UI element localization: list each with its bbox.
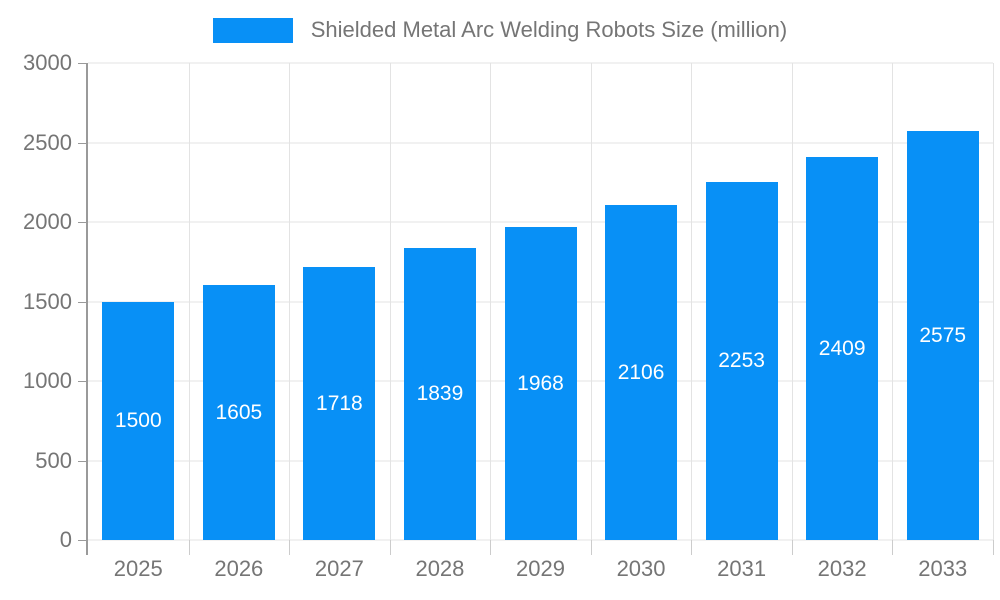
bar-value-label: 2253 — [718, 349, 765, 373]
y-axis-tick — [78, 222, 88, 223]
bar-value-label: 2106 — [617, 361, 665, 385]
bar[interactable]: 2253 — [705, 181, 778, 540]
x-axis-label: 2032 — [817, 556, 867, 581]
y-axis-tick — [78, 63, 88, 64]
bar-value-label: 1839 — [416, 382, 464, 406]
x-axis-label: 2028 — [415, 556, 465, 581]
plot-area: 1500 1605 1718 1839 1968 2106 2253 2409 2575 — [88, 62, 994, 541]
legend-swatch — [212, 17, 293, 43]
x-gridline — [791, 63, 793, 540]
x-axis-tick — [892, 540, 894, 555]
y-gridline — [88, 62, 993, 64]
x-axis-label: 2030 — [616, 556, 666, 581]
x-axis-label: 2027 — [314, 556, 364, 581]
legend-label: Shielded Metal Arc Welding Robots Size (… — [310, 17, 788, 42]
bar-value-label: 1605 — [215, 400, 263, 424]
x-axis-tick — [389, 540, 391, 555]
y-gridline — [88, 539, 993, 541]
x-axis-tick — [188, 540, 190, 555]
y-axis-tick — [78, 381, 88, 382]
bar-value-label: 1718 — [316, 391, 363, 415]
x-gridline — [188, 63, 190, 540]
y-axis-line — [86, 63, 88, 555]
y-axis-label: 500 — [35, 447, 72, 473]
x-gridline — [993, 63, 994, 540]
x-axis-tick — [791, 540, 793, 555]
x-axis-tick — [490, 540, 492, 555]
x-gridline — [691, 63, 693, 540]
x-axis-label: 2026 — [214, 556, 264, 581]
bar-value-label: 1500 — [114, 409, 162, 433]
x-axis-tick — [590, 540, 592, 555]
y-axis-label: 1500 — [23, 288, 72, 314]
x-gridline — [490, 63, 492, 540]
x-axis-tick — [993, 540, 994, 555]
y-axis-tick — [78, 460, 88, 462]
y-axis-label: 3000 — [23, 50, 72, 75]
bar[interactable]: 1718 — [303, 266, 376, 540]
y-axis-tick — [78, 540, 88, 541]
x-axis-tick — [289, 540, 291, 555]
x-axis-label: 2033 — [918, 556, 968, 581]
y-axis-label: 2000 — [23, 209, 72, 235]
y-axis-label: 0 — [59, 527, 72, 552]
y-gridline — [88, 142, 993, 143]
y-axis-label: 1000 — [23, 368, 72, 394]
legend[interactable]: Shielded Metal Arc Welding Robots Size (… — [0, 14, 1000, 46]
x-gridline — [389, 63, 391, 540]
y-axis-label: 2500 — [23, 129, 72, 155]
bar[interactable]: 1839 — [403, 247, 476, 540]
x-axis-label: 2025 — [113, 556, 163, 581]
bar-value-label: 2575 — [919, 323, 967, 347]
y-axis-labels: 0 500 1000 1500 2000 2500 3000 — [0, 52, 72, 551]
bar[interactable]: 2575 — [906, 130, 979, 540]
bar[interactable]: 1968 — [504, 227, 577, 540]
bar[interactable]: 1605 — [202, 284, 275, 540]
x-axis-label: 2031 — [717, 556, 767, 581]
bar-value-label: 2409 — [818, 336, 866, 360]
y-axis-tick — [78, 142, 88, 144]
bar-value-label: 1968 — [517, 372, 564, 396]
y-axis-tick — [78, 301, 88, 303]
x-axis-labels: 2025 2026 2027 2028 2029 2030 2031 2032 2033 — [88, 540, 993, 600]
x-axis-label: 2029 — [516, 556, 565, 581]
bar[interactable]: 1500 — [102, 301, 175, 540]
x-gridline — [289, 63, 291, 540]
x-axis-tick — [691, 540, 693, 555]
y-gridline — [88, 221, 993, 223]
bar[interactable]: 2106 — [605, 205, 678, 540]
x-gridline — [590, 63, 592, 540]
bar[interactable]: 2409 — [806, 156, 879, 540]
x-gridline — [892, 63, 894, 540]
